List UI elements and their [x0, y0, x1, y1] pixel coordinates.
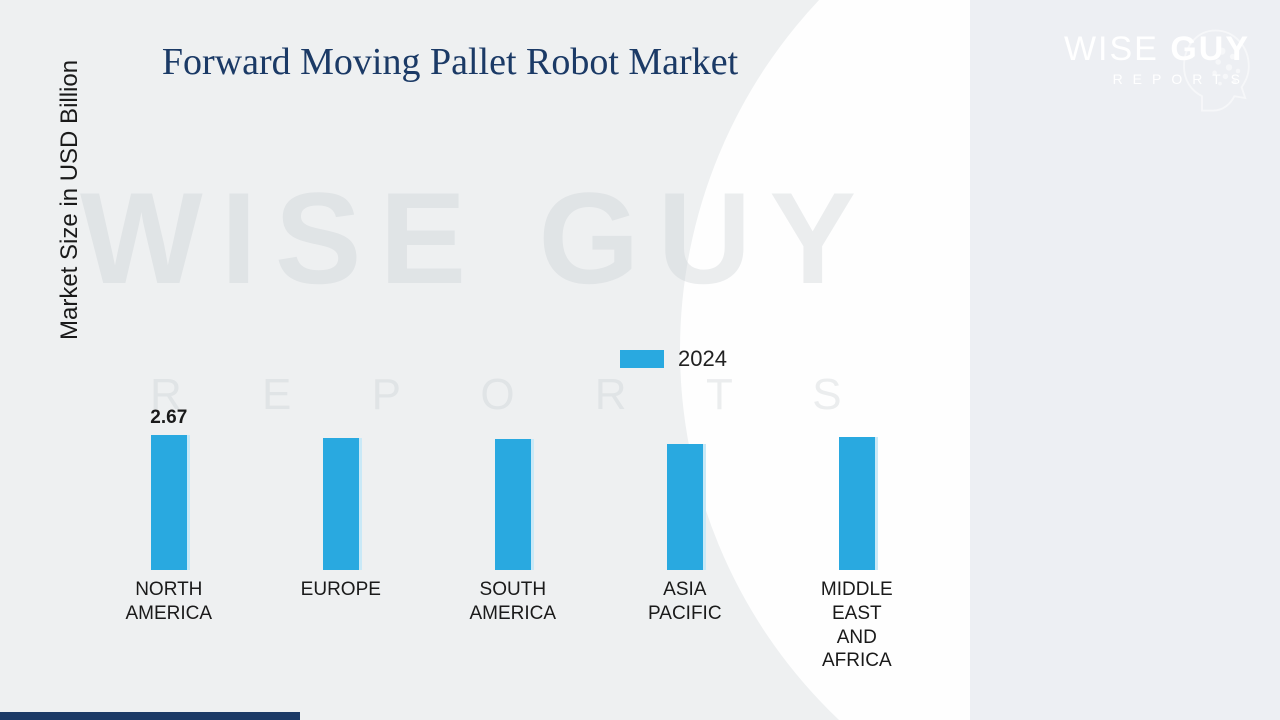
brand-logo: WISE GUY REPORTS	[1064, 30, 1250, 87]
bar-rect	[323, 438, 359, 570]
y-axis-label: Market Size in USD Billion	[56, 60, 84, 340]
bar-accent	[703, 444, 706, 571]
bar-rect	[839, 437, 875, 570]
brand-word1: WISE	[1064, 30, 1159, 68]
brand-head-icon	[1166, 26, 1256, 116]
bar-accent	[531, 439, 534, 570]
category-label: EUROPE	[266, 578, 416, 602]
page-title: Forward Moving Pallet Robot Market	[0, 40, 900, 84]
category-label: ASIAPACIFIC	[610, 578, 760, 626]
bar-rect: 2.67	[151, 435, 187, 570]
category-label: MIDDLEEASTANDAFRICA	[782, 578, 932, 673]
plot-area: 2.67NORTHAMERICAEUROPESOUTHAMERICAASIAPA…	[100, 110, 960, 570]
bar-accent	[187, 435, 190, 570]
bar-rect	[667, 444, 703, 571]
bar-rect	[495, 439, 531, 570]
category-label: SOUTHAMERICA	[438, 578, 588, 626]
stage: WISE GUY R E P O R T S Forward Moving Pa…	[0, 0, 1280, 720]
bottom-accent-bar	[0, 712, 300, 720]
bar-accent	[875, 437, 878, 570]
bar-value-label: 2.67	[150, 407, 187, 429]
category-label: NORTHAMERICA	[94, 578, 244, 626]
bar-accent	[359, 438, 362, 570]
bars-container: 2.67NORTHAMERICAEUROPESOUTHAMERICAASIAPA…	[100, 110, 960, 570]
